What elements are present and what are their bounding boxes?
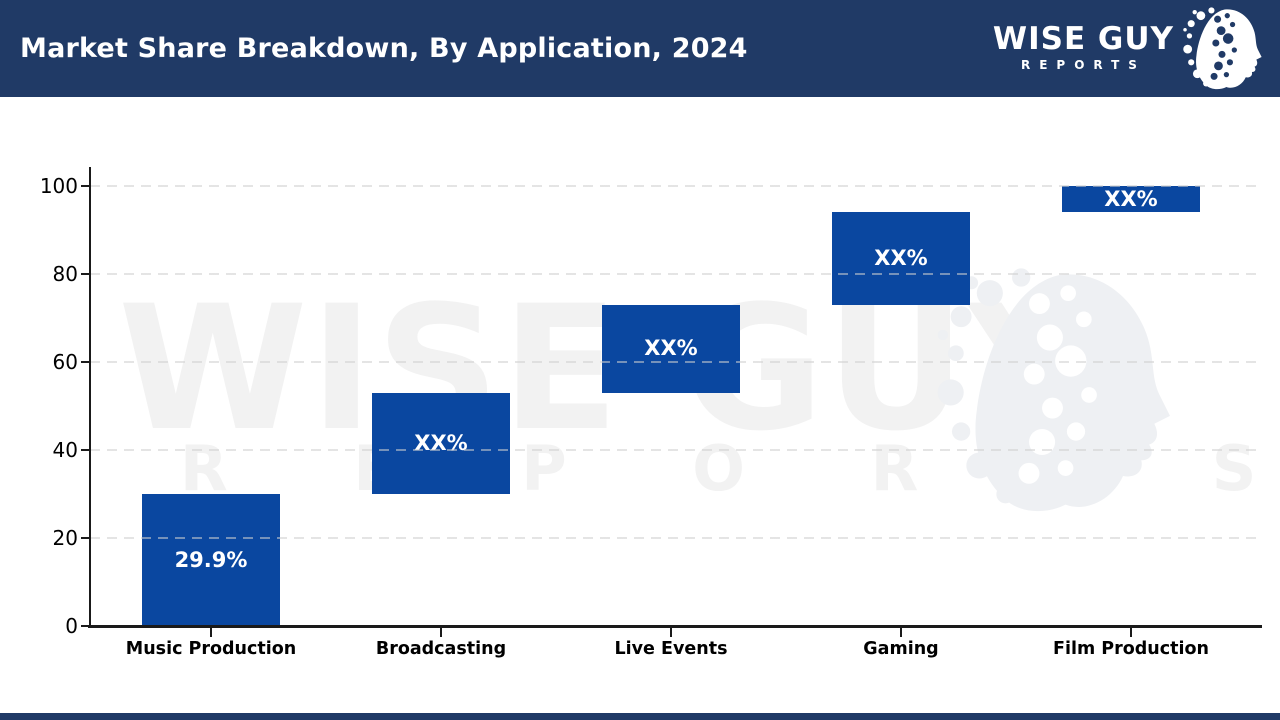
gridline <box>90 537 1262 539</box>
y-tick-mark <box>81 185 90 187</box>
y-tick-mark <box>81 361 90 363</box>
x-category-label: Music Production <box>125 639 297 659</box>
bar-gaming: XX% <box>832 212 970 305</box>
y-tick-label: 80 <box>52 262 78 286</box>
bar-value-label: 29.9% <box>174 547 248 572</box>
x-tick-mark <box>1130 628 1132 637</box>
y-tick-label: 60 <box>52 350 78 374</box>
y-tick-mark <box>81 273 90 275</box>
x-category-label: Live Events <box>614 639 728 659</box>
y-tick-label: 20 <box>52 526 78 550</box>
bar-broadcasting: XX% <box>372 392 510 495</box>
page-title: Market Share Breakdown, By Application, … <box>20 33 748 64</box>
y-tick-mark <box>81 625 90 627</box>
logo-subtitle: REPORTS <box>1020 58 1146 72</box>
bar-value-label: XX% <box>414 431 468 456</box>
wiseguy-logo: WISE GUY REPORTS <box>993 4 1266 94</box>
x-tick-mark <box>210 628 212 637</box>
y-tick-label: 40 <box>52 438 78 462</box>
y-tick-mark <box>81 537 90 539</box>
x-tick-mark <box>440 628 442 637</box>
footer-bar <box>0 713 1280 720</box>
gridline <box>90 185 1262 187</box>
x-axis-spine <box>88 625 1262 628</box>
wiseguy-head-icon <box>1178 6 1266 94</box>
bar-live-events: XX% <box>602 304 740 393</box>
bar-film-production: XX% <box>1062 186 1200 213</box>
y-axis-spine <box>89 167 91 626</box>
watermark-head-icon <box>935 225 1170 565</box>
gridline <box>90 273 1262 275</box>
x-tick-mark <box>670 628 672 637</box>
x-tick-mark <box>900 628 902 637</box>
logo-text: WISE GUY REPORTS <box>993 22 1174 72</box>
bar-value-label: XX% <box>644 336 698 361</box>
x-category-label: Film Production <box>1053 639 1209 659</box>
gridline <box>90 361 1262 363</box>
gridline <box>90 449 1262 451</box>
bar-value-label: XX% <box>1104 186 1158 211</box>
bar-music-production: 29.9% <box>142 494 280 626</box>
x-category-label: Broadcasting <box>375 639 507 659</box>
y-tick-label: 0 <box>65 614 78 638</box>
y-tick-mark <box>81 449 90 451</box>
bar-value-label: XX% <box>874 246 928 271</box>
x-category-label: Gaming <box>863 639 939 659</box>
y-tick-label: 100 <box>39 174 78 198</box>
logo-wordmark: WISE GUY <box>992 21 1174 57</box>
header-bar: Market Share Breakdown, By Application, … <box>0 0 1280 97</box>
